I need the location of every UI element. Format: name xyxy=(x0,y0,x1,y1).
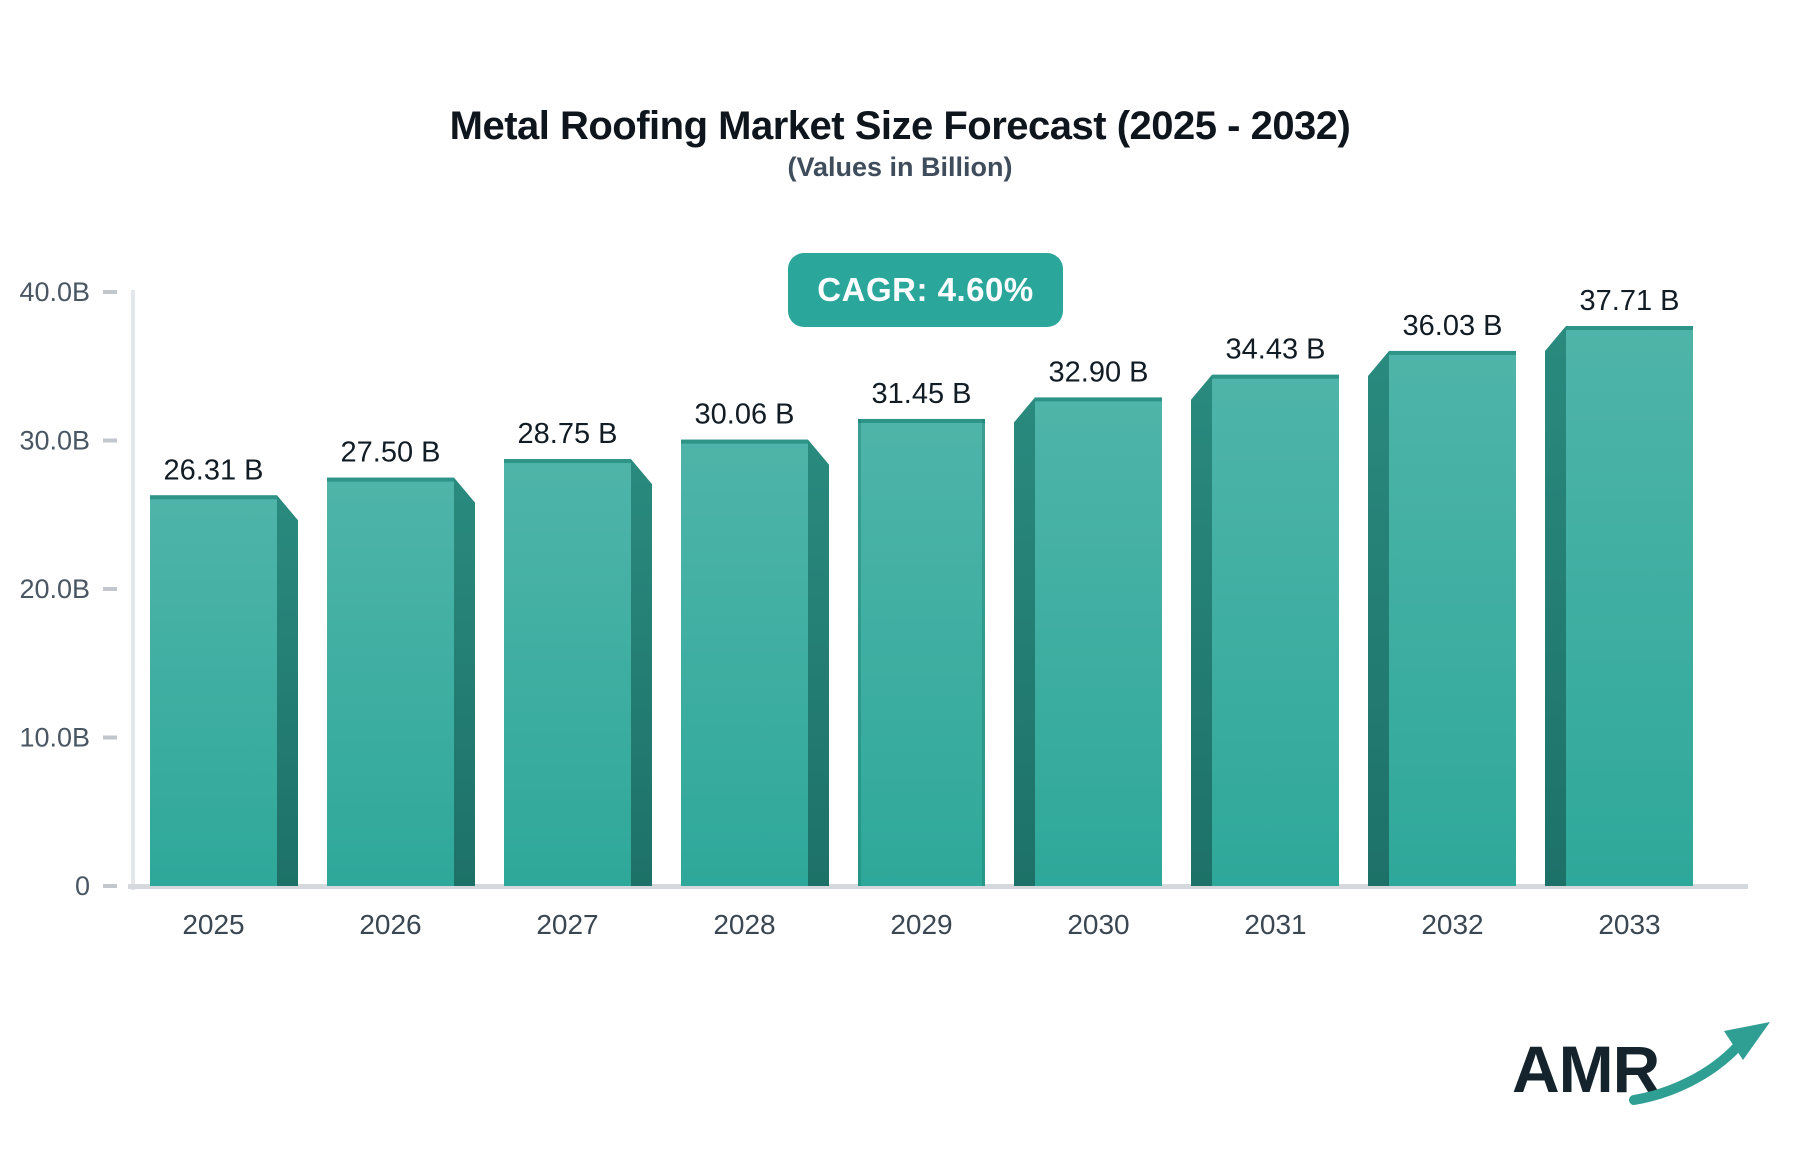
bar-front-face xyxy=(1035,397,1162,886)
bar-top-edge xyxy=(858,418,985,423)
y-tick-label: 40.0B xyxy=(19,277,90,307)
x-axis-label: 2026 xyxy=(359,909,421,940)
bar-side-face xyxy=(454,477,475,886)
arrow-head xyxy=(1724,1022,1770,1060)
bar-front-face xyxy=(858,418,985,886)
arrow-swoosh xyxy=(1629,1041,1743,1105)
bar-side-face xyxy=(1014,397,1035,886)
growth-arrow-icon xyxy=(1629,1022,1770,1105)
bar-top-edge xyxy=(504,459,631,464)
bar-value-label: 37.71 B xyxy=(1580,285,1680,317)
y-tick xyxy=(103,884,117,888)
x-axis-label: 2025 xyxy=(182,909,244,940)
bar-right-edge xyxy=(982,418,985,886)
bar-left-edge xyxy=(858,418,861,886)
cagr-badge: CAGR: 4.60% xyxy=(788,253,1063,327)
chart-subtitle: (Values in Billion) xyxy=(787,152,1013,182)
bar-front-face xyxy=(1389,350,1516,887)
bar-top-edge xyxy=(327,477,454,482)
bar-side-face xyxy=(277,495,298,886)
bar-front-face xyxy=(504,459,631,886)
x-axis-label: 2032 xyxy=(1421,909,1483,940)
y-tick-label: 0 xyxy=(75,871,90,901)
bar-top-edge xyxy=(1566,326,1693,331)
bar-top-edge xyxy=(1389,350,1516,355)
bar-top-edge xyxy=(1035,397,1162,402)
y-tick-label: 10.0B xyxy=(19,723,90,753)
bar-side-face xyxy=(631,459,652,886)
bar-value-label: 28.75 B xyxy=(518,418,618,450)
cagr-badge-label: CAGR: 4.60% xyxy=(817,271,1034,308)
amr-logo: AMR xyxy=(1512,1022,1782,1118)
bar-front-face xyxy=(150,495,277,886)
bar-side-face xyxy=(808,439,829,886)
x-axis-line xyxy=(128,884,1748,889)
bar-front-face xyxy=(1566,326,1693,887)
y-tick xyxy=(103,735,117,740)
bar-value-label: 32.90 B xyxy=(1049,356,1149,388)
y-tick-label: 30.0B xyxy=(19,426,90,456)
y-tick xyxy=(103,438,117,443)
bar-value-label: 36.03 B xyxy=(1403,310,1503,342)
bar-side-face xyxy=(1191,374,1212,886)
bar-front-face xyxy=(681,439,808,886)
y-axis-line xyxy=(131,290,135,890)
bar-front-face xyxy=(1212,374,1339,886)
bar-value-label: 31.45 B xyxy=(872,378,972,410)
y-tick xyxy=(103,587,117,591)
bar-value-label: 27.50 B xyxy=(341,437,441,469)
x-axis-label: 2027 xyxy=(536,909,598,940)
x-axis-label: 2028 xyxy=(713,909,775,940)
bar-front-face xyxy=(327,477,454,886)
bar-top-edge xyxy=(150,495,277,500)
x-axis-label: 2030 xyxy=(1067,909,1129,940)
y-tick xyxy=(103,290,117,294)
bar-value-label: 26.31 B xyxy=(164,454,264,486)
bar-side-face xyxy=(1545,326,1566,887)
chart-title: Metal Roofing Market Size Forecast (2025… xyxy=(449,104,1351,148)
bar-value-label: 30.06 B xyxy=(695,399,795,431)
x-axis-label: 2033 xyxy=(1598,909,1660,940)
amr-logo-text: AMR xyxy=(1512,1032,1660,1106)
x-axis-label: 2029 xyxy=(890,909,952,940)
bar-value-label: 34.43 B xyxy=(1226,334,1326,366)
bar-top-edge xyxy=(1212,374,1339,379)
x-axis-label: 2031 xyxy=(1244,909,1306,940)
bar-top-edge xyxy=(681,439,808,444)
y-tick-label: 20.0B xyxy=(19,574,90,604)
bar-side-face xyxy=(1368,350,1389,887)
